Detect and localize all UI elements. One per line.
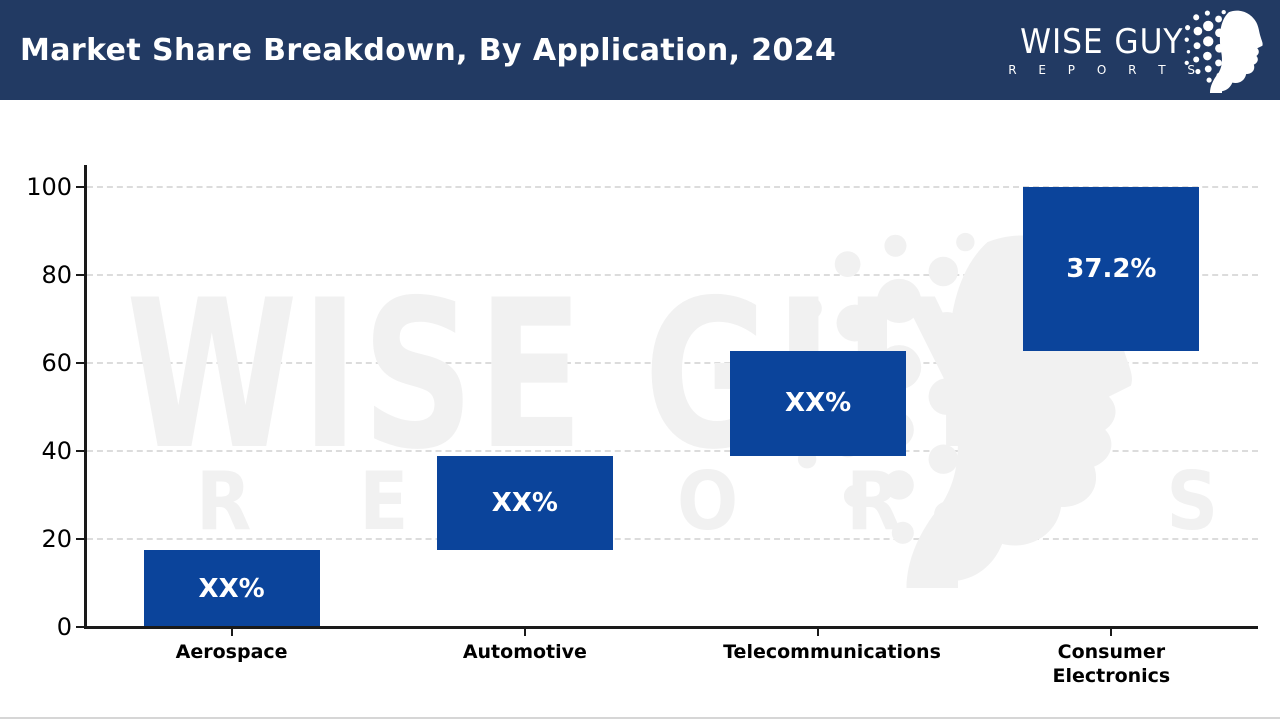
x-tick-mark-4	[1110, 627, 1113, 636]
bar-value-label: XX%	[491, 488, 558, 519]
page-title: Market Share Breakdown, By Application, …	[20, 32, 837, 68]
brand-name: WISE GUY	[1019, 21, 1184, 62]
bar-value-label: 37.2%	[1066, 253, 1157, 284]
x-tick-label-aerospace: Aerospace	[175, 641, 288, 663]
bar-aerospace: XX%	[143, 550, 320, 627]
y-axis-line	[84, 165, 87, 629]
brand-logo-text: WISE GUY R E P O R T S	[999, 25, 1204, 76]
y-tick-mark-0	[76, 626, 85, 628]
y-tick-label-0: 0	[56, 613, 72, 641]
header-bar: Market Share Breakdown, By Application, …	[0, 0, 1280, 100]
x-tick-mark-2	[523, 627, 526, 636]
gridline-40	[87, 450, 1258, 452]
brand-logo: WISE GUY R E P O R T S	[999, 7, 1266, 93]
y-tick-mark-40	[76, 450, 85, 452]
gridline-60	[87, 362, 1258, 364]
y-tick-mark-20	[76, 538, 85, 540]
gridline-20	[87, 538, 1258, 540]
dotted-face-icon	[1184, 10, 1263, 93]
bar-consumer-electronics: 37.2%	[1023, 187, 1200, 351]
x-tick-label-automotive: Automotive	[462, 641, 587, 663]
footer-divider	[0, 717, 1280, 719]
y-tick-label-60: 60	[41, 349, 72, 377]
x-tick-label-consumer-electronics: Consumer Electronics	[1052, 641, 1171, 687]
bar-value-label: XX%	[785, 388, 852, 419]
y-tick-label-40: 40	[41, 437, 72, 465]
y-tick-label-100: 100	[26, 173, 72, 201]
y-tick-label-20: 20	[41, 525, 72, 553]
x-tick-mark-1	[230, 627, 233, 636]
y-tick-mark-80	[76, 274, 85, 276]
y-tick-mark-100	[76, 186, 85, 188]
chart-plot-area: 0 20 40 60 80 100 XX% XX% XX% 37.2% Aerospace Autom…	[0, 100, 1280, 700]
gridline-80	[87, 274, 1258, 276]
bar-telecommunications: XX%	[730, 350, 907, 457]
x-tick-mark-3	[817, 627, 820, 636]
x-tick-label-telecommunications: Telecommunications	[723, 641, 941, 663]
y-tick-mark-60	[76, 362, 85, 364]
x-axis-line	[84, 626, 1258, 629]
bar-value-label: XX%	[198, 573, 265, 604]
bar-automotive: XX%	[436, 456, 613, 551]
y-tick-label-80: 80	[41, 261, 72, 289]
gridline-100	[87, 186, 1258, 188]
brand-subtitle: R E P O R T S	[1008, 62, 1204, 77]
